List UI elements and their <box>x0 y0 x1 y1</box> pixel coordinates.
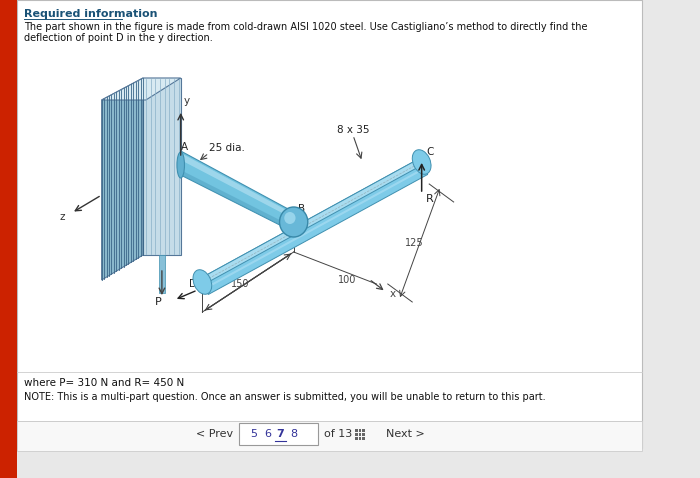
Text: A: A <box>181 142 188 152</box>
Text: 8 x 35: 8 x 35 <box>337 125 370 135</box>
Bar <box>358 433 361 436</box>
Ellipse shape <box>412 150 431 174</box>
Polygon shape <box>102 78 181 100</box>
Bar <box>363 433 365 436</box>
Bar <box>358 437 361 440</box>
Bar <box>17 421 642 451</box>
Text: D: D <box>189 279 197 289</box>
Ellipse shape <box>193 270 211 294</box>
Text: z: z <box>60 212 65 222</box>
Bar <box>363 429 365 432</box>
Polygon shape <box>102 78 143 280</box>
Text: of 13: of 13 <box>324 429 352 439</box>
Ellipse shape <box>177 152 185 178</box>
Circle shape <box>279 207 308 237</box>
Bar <box>0 0 17 478</box>
Bar <box>355 437 358 440</box>
Polygon shape <box>143 78 181 255</box>
Text: 8: 8 <box>290 429 298 439</box>
Text: 150: 150 <box>231 279 250 289</box>
Text: deflection of point D in the y direction.: deflection of point D in the y direction… <box>25 33 214 43</box>
FancyArrow shape <box>159 255 164 293</box>
Circle shape <box>284 212 295 224</box>
Text: R: R <box>426 194 433 204</box>
Text: y: y <box>183 96 190 106</box>
Text: P: P <box>155 297 162 307</box>
Polygon shape <box>181 151 294 232</box>
Text: NOTE: This is a multi-part question. Once an answer is submitted, you will be un: NOTE: This is a multi-part question. Onc… <box>25 392 546 402</box>
Text: < Prev: < Prev <box>196 429 233 439</box>
Polygon shape <box>201 158 420 286</box>
Bar <box>355 429 358 432</box>
Text: 6: 6 <box>264 429 271 439</box>
FancyBboxPatch shape <box>239 423 318 445</box>
Polygon shape <box>201 158 428 294</box>
Bar <box>358 429 361 432</box>
Text: Required information: Required information <box>25 9 158 19</box>
Text: 100: 100 <box>338 275 356 285</box>
Bar <box>355 433 358 436</box>
Text: where P= 310 N and R= 450 N: where P= 310 N and R= 450 N <box>25 378 185 388</box>
Text: 5: 5 <box>251 429 258 439</box>
Bar <box>363 437 365 440</box>
Text: x: x <box>390 289 395 299</box>
Polygon shape <box>181 170 294 232</box>
Text: Next >: Next > <box>386 429 425 439</box>
Text: 125: 125 <box>405 238 424 248</box>
Text: 25 dia.: 25 dia. <box>209 143 245 153</box>
Text: B: B <box>298 204 305 214</box>
Text: The part shown in the figure is made from cold-drawn AISI 1020 steel. Use Castig: The part shown in the figure is made fro… <box>25 22 588 32</box>
Text: 7: 7 <box>276 429 284 439</box>
Polygon shape <box>181 153 294 219</box>
Text: C: C <box>426 147 434 157</box>
